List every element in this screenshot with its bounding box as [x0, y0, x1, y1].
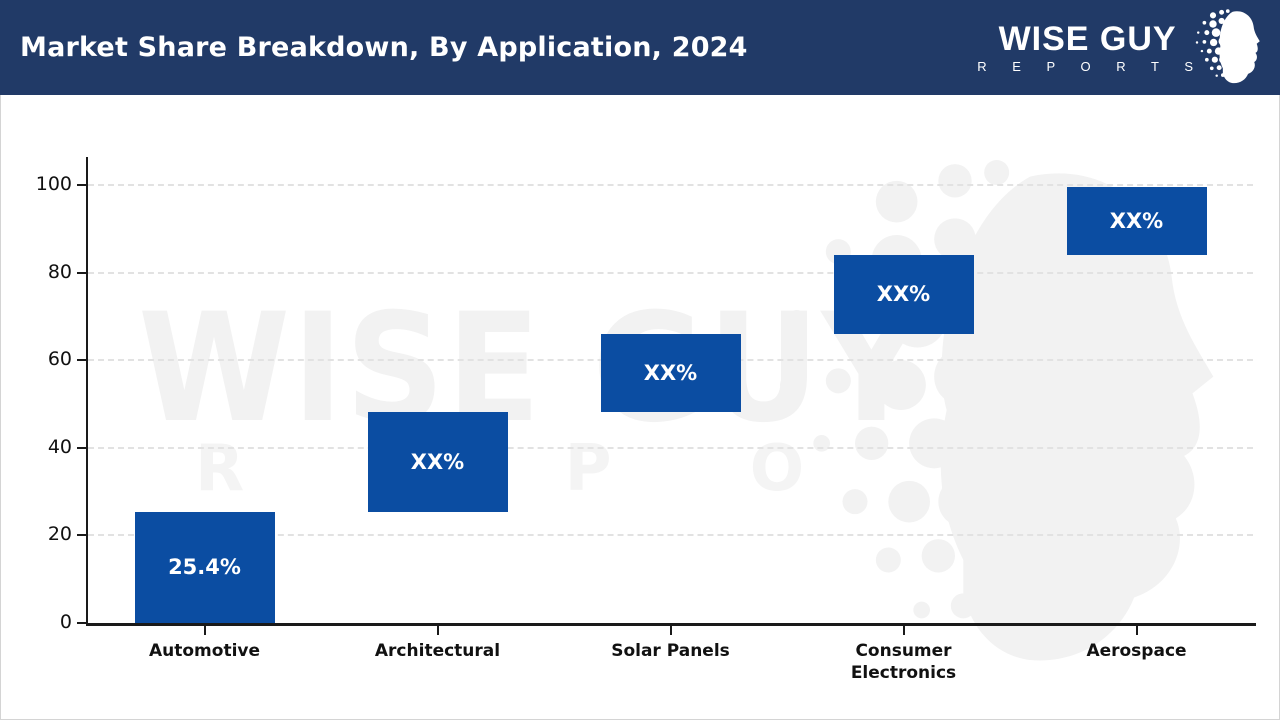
- x-tick-mark: [203, 626, 206, 635]
- y-tick-mark: [77, 184, 86, 186]
- x-tick-mark: [902, 626, 905, 635]
- bar-value-label: 25.4%: [168, 555, 241, 580]
- y-tick-mark: [77, 534, 86, 537]
- bar-aerospace: XX%: [1066, 187, 1207, 256]
- page-title: Market Share Breakdown, By Application, …: [20, 32, 748, 63]
- y-tick-label: 20: [47, 523, 72, 546]
- y-tick-label: 60: [47, 348, 72, 371]
- bar-architectural: XX%: [367, 411, 508, 512]
- x-tick-label: Architectural: [374, 641, 501, 661]
- y-tick-label: 40: [47, 435, 72, 458]
- logo-text: WISE GUY R E P O R T S: [971, 19, 1204, 75]
- bar-solar-panels: XX%: [600, 333, 741, 412]
- bar-value-label: XX%: [410, 449, 465, 474]
- bar-automotive: 25.4%: [134, 511, 275, 623]
- x-tick-mark: [1135, 626, 1138, 635]
- dotted-face-icon: [1195, 9, 1260, 84]
- y-tick-label: 80: [47, 260, 72, 283]
- bar-consumer-electronics: XX%: [833, 255, 974, 334]
- gridline: [88, 184, 1253, 186]
- y-axis-line: [86, 157, 88, 626]
- logo-wordmark: WISE GUY: [998, 19, 1177, 58]
- bar-value-label: XX%: [1109, 209, 1164, 234]
- y-tick-label: 0: [59, 611, 72, 633]
- y-tick-mark: [77, 359, 86, 362]
- gridline: [88, 271, 1253, 274]
- wise-guy-reports-logo: WISE GUY R E P O R T S: [977, 6, 1266, 90]
- x-tick-mark: [436, 626, 439, 635]
- watermark-face-icon: [780, 160, 1214, 661]
- x-tick-label: Aerospace: [1086, 641, 1187, 661]
- gridline: [88, 446, 1253, 449]
- y-tick-mark: [77, 622, 86, 624]
- y-tick-mark: [77, 446, 86, 449]
- x-tick-label: Automotive: [148, 641, 261, 661]
- x-tick-mark: [669, 626, 672, 635]
- x-tick-label: Consumer Electronics: [850, 641, 957, 684]
- header-bar: Market Share Breakdown, By Application, …: [0, 0, 1280, 95]
- gridline: [88, 534, 1253, 537]
- logo-subtitle: R E P O R T S: [977, 59, 1204, 75]
- y-tick-label: 100: [35, 173, 72, 195]
- y-tick-mark: [77, 271, 86, 274]
- watermark-wordmark: WISE GUY: [138, 282, 924, 456]
- bar-value-label: XX%: [876, 282, 931, 307]
- bar-value-label: XX%: [643, 360, 698, 385]
- x-axis-line: [86, 623, 1256, 626]
- x-tick-label: Solar Panels: [611, 641, 730, 661]
